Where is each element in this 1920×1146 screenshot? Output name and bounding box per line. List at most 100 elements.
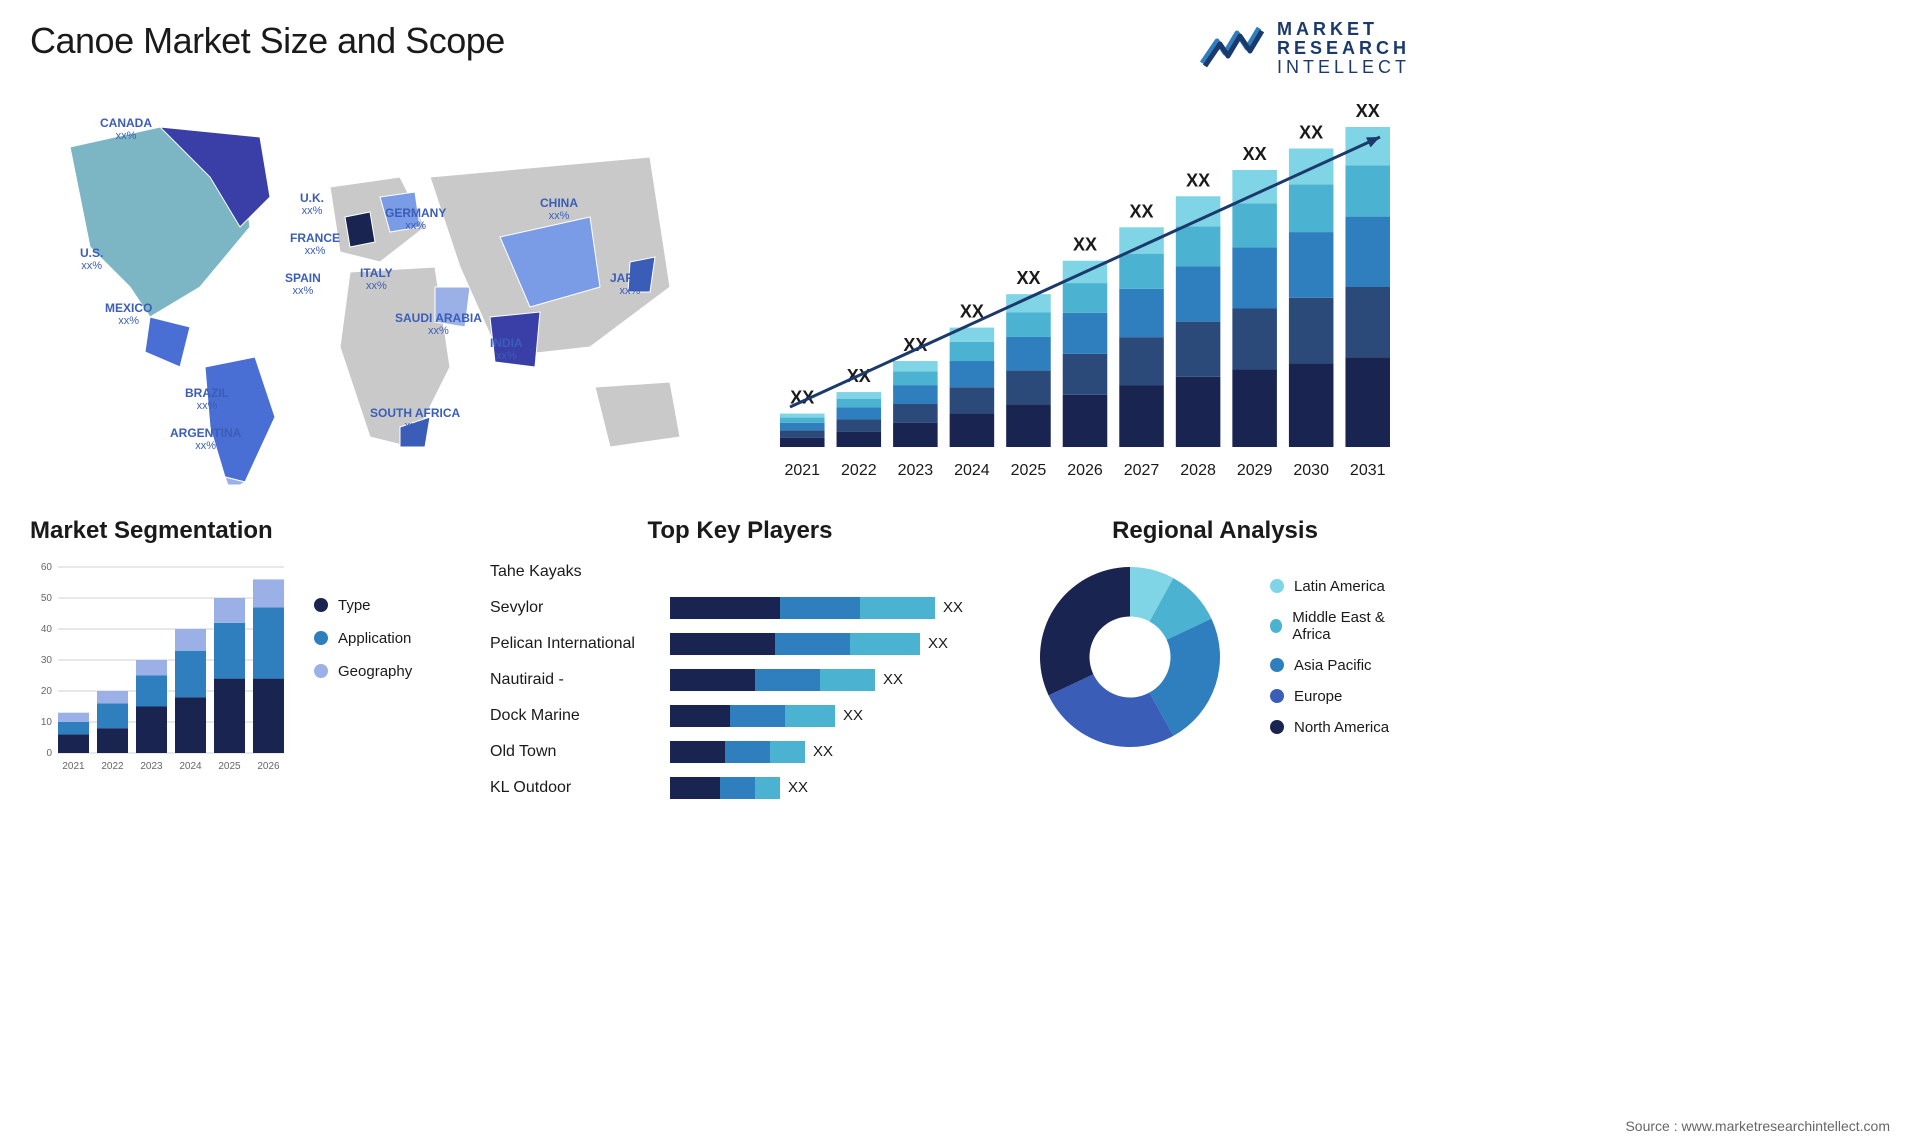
player-name: Pelican International [490, 635, 660, 653]
player-bar-wrap: XX [670, 705, 990, 727]
player-bar-segment [780, 597, 860, 619]
player-value: XX [883, 671, 903, 688]
player-bar-segment [670, 705, 730, 727]
region-legend-item: Asia Pacific [1270, 657, 1410, 674]
player-bar-segment [670, 597, 780, 619]
svg-text:20: 20 [41, 686, 53, 697]
player-bar-segment [770, 741, 805, 763]
player-bar [670, 705, 835, 727]
map-label-canada: CANADAxx% [100, 117, 152, 143]
svg-text:2025: 2025 [1011, 462, 1047, 479]
regional-legend: Latin America Middle East & Africa Asia Pa… [1270, 578, 1410, 736]
legend-dot-icon [1270, 658, 1284, 672]
logo-line2: RESEARCH [1277, 39, 1410, 58]
player-row: Old Town XX [490, 737, 990, 767]
svg-text:30: 30 [41, 655, 53, 666]
svg-text:XX: XX [1016, 268, 1040, 288]
player-name: Old Town [490, 743, 660, 761]
player-name: Tahe Kayaks [490, 563, 660, 581]
logo-text: MARKET RESEARCH INTELLECT [1277, 20, 1410, 77]
svg-text:XX: XX [1130, 201, 1154, 221]
player-bar-segment [860, 597, 935, 619]
player-row: KL Outdoor XX [490, 773, 990, 803]
legend-label: North America [1294, 719, 1389, 736]
player-value: XX [943, 599, 963, 616]
seg-legend-item: Type [314, 597, 412, 614]
legend-dot-icon [1270, 579, 1284, 593]
growth-chart-panel: XX2021XX2022XX2023XX2024XX2025XX2026XX20… [760, 87, 1410, 487]
map-label-japan: JAPANxx% [610, 272, 650, 298]
player-bar [670, 597, 935, 619]
svg-text:2021: 2021 [784, 462, 820, 479]
region-legend-item: Latin America [1270, 578, 1410, 595]
svg-text:2024: 2024 [179, 761, 202, 772]
player-bar-segment [670, 669, 755, 691]
player-bar-segment [755, 777, 780, 799]
segmentation-panel: Market Segmentation 01020304050602021202… [30, 517, 460, 803]
svg-text:60: 60 [41, 562, 53, 573]
region-legend-item: Europe [1270, 688, 1410, 705]
svg-text:2023: 2023 [898, 462, 934, 479]
player-bar [670, 777, 780, 799]
legend-dot-icon [314, 664, 328, 678]
legend-label: Middle East & Africa [1292, 609, 1410, 643]
player-bar-segment [720, 777, 755, 799]
players-title: Top Key Players [490, 517, 990, 545]
player-row: Nautiraid -XX [490, 665, 990, 695]
player-bar-wrap: XX [670, 669, 990, 691]
player-row: Dock Marine XX [490, 701, 990, 731]
legend-dot-icon [1270, 720, 1284, 734]
svg-text:2021: 2021 [62, 761, 85, 772]
legend-dot-icon [1270, 689, 1284, 703]
map-label-mexico: MEXICOxx% [105, 302, 152, 328]
svg-text:2022: 2022 [841, 462, 877, 479]
player-bar-segment [670, 741, 725, 763]
legend-label: Application [338, 630, 411, 647]
legend-label: Latin America [1294, 578, 1385, 595]
player-bar [670, 633, 920, 655]
player-value: XX [788, 779, 808, 796]
player-bar-segment [785, 705, 835, 727]
player-bar-wrap: XX [670, 777, 990, 799]
map-label-india: INDIAxx% [490, 337, 523, 363]
player-bar-segment [730, 705, 785, 727]
segmentation-chart: 0102030405060202120222023202420252026 [30, 557, 290, 777]
bottom-row: Market Segmentation 01020304050602021202… [30, 517, 1410, 803]
player-bar [670, 669, 875, 691]
logo-line1: MARKET [1277, 20, 1410, 39]
region-legend-item: Middle East & Africa [1270, 609, 1410, 643]
segmentation-chart-wrap: 0102030405060202120222023202420252026 [30, 557, 290, 777]
player-row: Tahe Kayaks [490, 557, 990, 587]
player-row: Pelican International XX [490, 629, 990, 659]
player-bar-segment [755, 669, 820, 691]
donut-wrap [1020, 557, 1240, 757]
svg-text:0: 0 [46, 748, 52, 759]
map-label-u-s-: U.S.xx% [80, 247, 103, 273]
growth-chart: XX2021XX2022XX2023XX2024XX2025XX2026XX20… [760, 87, 1410, 487]
svg-text:50: 50 [41, 593, 53, 604]
legend-label: Type [338, 597, 371, 614]
legend-dot-icon [1270, 619, 1282, 633]
map-label-south-africa: SOUTH AFRICAxx% [370, 407, 460, 433]
svg-text:XX: XX [1299, 122, 1323, 142]
legend-label: Europe [1294, 688, 1342, 705]
player-name: KL Outdoor [490, 779, 660, 797]
svg-text:2024: 2024 [954, 462, 990, 479]
svg-text:XX: XX [1186, 170, 1210, 190]
player-value: XX [928, 635, 948, 652]
svg-text:2026: 2026 [1067, 462, 1103, 479]
svg-text:40: 40 [41, 624, 53, 635]
legend-label: Geography [338, 663, 412, 680]
svg-text:XX: XX [1243, 144, 1267, 164]
map-label-saudi-arabia: SAUDI ARABIAxx% [395, 312, 482, 338]
map-label-argentina: ARGENTINAxx% [170, 427, 241, 453]
svg-text:10: 10 [41, 717, 53, 728]
player-value: XX [843, 707, 863, 724]
svg-text:2028: 2028 [1180, 462, 1216, 479]
player-bar-wrap: XX [670, 741, 990, 763]
logo-line3: INTELLECT [1277, 58, 1410, 77]
player-name: Dock Marine [490, 707, 660, 725]
brand-logo: MARKET RESEARCH INTELLECT [1197, 20, 1410, 77]
player-name: Sevylor [490, 599, 660, 617]
legend-dot-icon [314, 631, 328, 645]
